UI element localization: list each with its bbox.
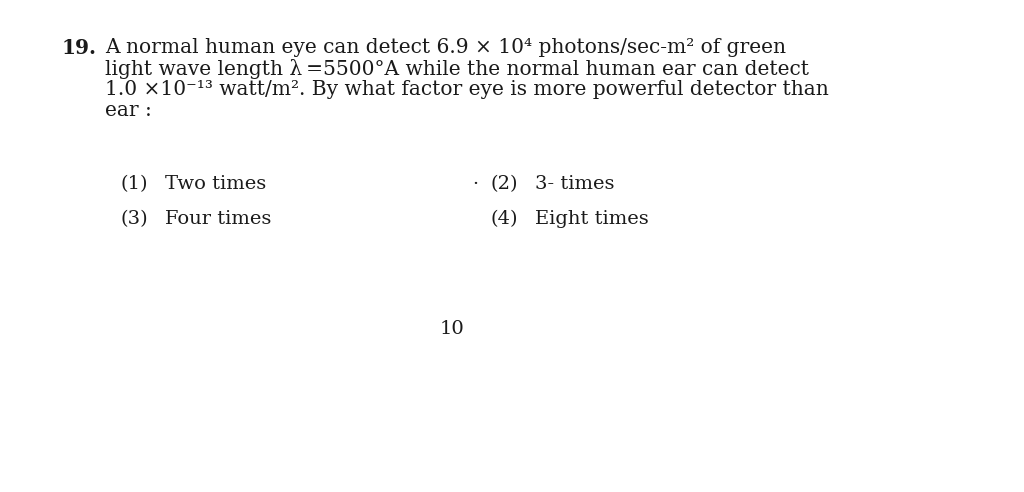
- Text: A normal human eye can detect 6.9 × 10⁴ photons/sec-m² of green: A normal human eye can detect 6.9 × 10⁴ …: [105, 38, 786, 57]
- Text: (2): (2): [490, 175, 517, 193]
- Text: ·: ·: [472, 175, 478, 193]
- Text: ear :: ear :: [105, 101, 152, 120]
- Text: Eight times: Eight times: [535, 210, 649, 228]
- Text: 3- times: 3- times: [535, 175, 614, 193]
- Text: Four times: Four times: [165, 210, 271, 228]
- Text: (3): (3): [120, 210, 147, 228]
- Text: Two times: Two times: [165, 175, 266, 193]
- Text: 19.: 19.: [62, 38, 97, 58]
- Text: light wave length λ =5500°A while the normal human ear can detect: light wave length λ =5500°A while the no…: [105, 59, 809, 79]
- Text: 1.0 ×10⁻¹³ watt/m². By what factor eye is more powerful detector than: 1.0 ×10⁻¹³ watt/m². By what factor eye i…: [105, 80, 828, 99]
- Text: (1): (1): [120, 175, 147, 193]
- Text: 10: 10: [440, 320, 465, 338]
- Text: (4): (4): [490, 210, 517, 228]
